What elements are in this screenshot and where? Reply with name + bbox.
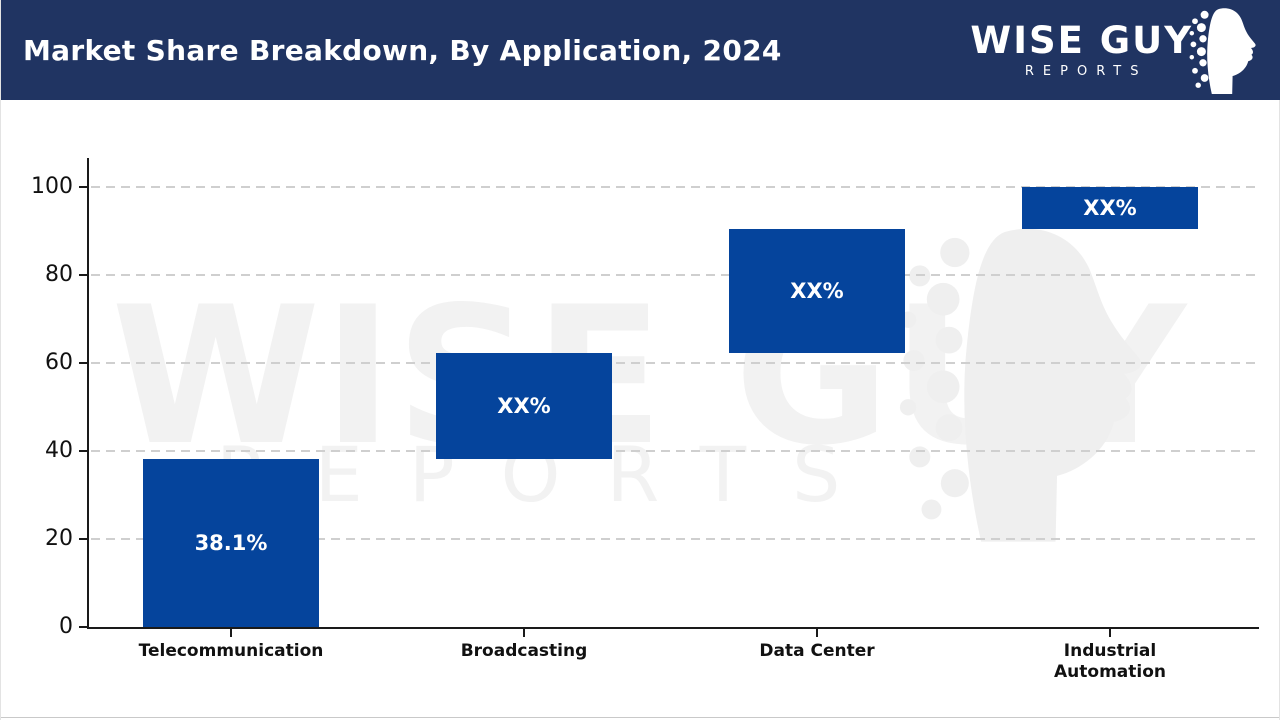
x-tick-mark-data-center (816, 629, 818, 637)
x-tick-mark-industrial-automation (1109, 629, 1111, 637)
brand-subtitle: REPORTS (1024, 63, 1148, 79)
bottom-divider (1, 717, 1279, 718)
bar-value-label-data-center: XX% (790, 279, 844, 304)
gridline-100 (91, 186, 1259, 188)
y-tick-mark-40 (79, 450, 87, 452)
x-tick-label-industrial-automation: Industrial Automation (1054, 641, 1166, 683)
y-tick-mark-20 (79, 538, 87, 540)
x-tick-label-telecommunication: Telecommunication (138, 641, 324, 661)
page-title: Market Share Breakdown, By Application, … (23, 33, 782, 67)
y-tick-label-20: 20 (45, 526, 73, 551)
x-tick-mark-broadcasting (523, 629, 525, 637)
bar-value-label-telecommunication: 38.1% (194, 531, 268, 556)
bar-data-center: XX% (729, 228, 905, 354)
y-tick-mark-0 (79, 626, 87, 628)
plot-area: 0 20 40 60 80 100 38.1% Telecommunication XX% Bro… (1, 100, 1280, 717)
bar-industrial-automation: XX% (1022, 187, 1198, 229)
y-tick-mark-80 (79, 274, 87, 276)
bar-broadcasting: XX% (436, 353, 612, 460)
y-tick-label-40: 40 (45, 438, 73, 463)
y-tick-mark-60 (79, 362, 87, 364)
bar-telecommunication: 38.1% (143, 459, 319, 627)
y-tick-label-100: 100 (31, 174, 73, 199)
bar-value-label-broadcasting: XX% (497, 394, 551, 419)
y-axis-line (87, 158, 89, 629)
gridline-60 (91, 362, 1259, 364)
x-tick-mark-telecommunication (230, 629, 232, 637)
brand-name: WISE GUY (970, 18, 1193, 62)
bar-value-label-industrial-automation: XX% (1083, 195, 1137, 220)
y-tick-label-0: 0 (59, 614, 73, 639)
x-tick-label-broadcasting: Broadcasting (460, 641, 588, 661)
chart-area: WISE GUY REPORTS 0 20 40 60 80 100 38.1% Teleco… (1, 100, 1280, 717)
x-tick-label-data-center: Data Center (759, 641, 875, 661)
gridline-40 (91, 450, 1259, 452)
y-tick-label-80: 80 (45, 262, 73, 287)
brand-logo: WISE GUY REPORTS (970, 6, 1265, 94)
y-tick-mark-100 (79, 186, 87, 188)
brand-logo-text: WISE GUY REPORTS (970, 22, 1193, 79)
gridline-80 (91, 274, 1259, 276)
logo-head-icon (1189, 8, 1256, 94)
gridline-20 (91, 538, 1259, 540)
header: Market Share Breakdown, By Application, … (1, 0, 1280, 100)
x-axis-line (87, 627, 1259, 629)
y-tick-label-60: 60 (45, 350, 73, 375)
